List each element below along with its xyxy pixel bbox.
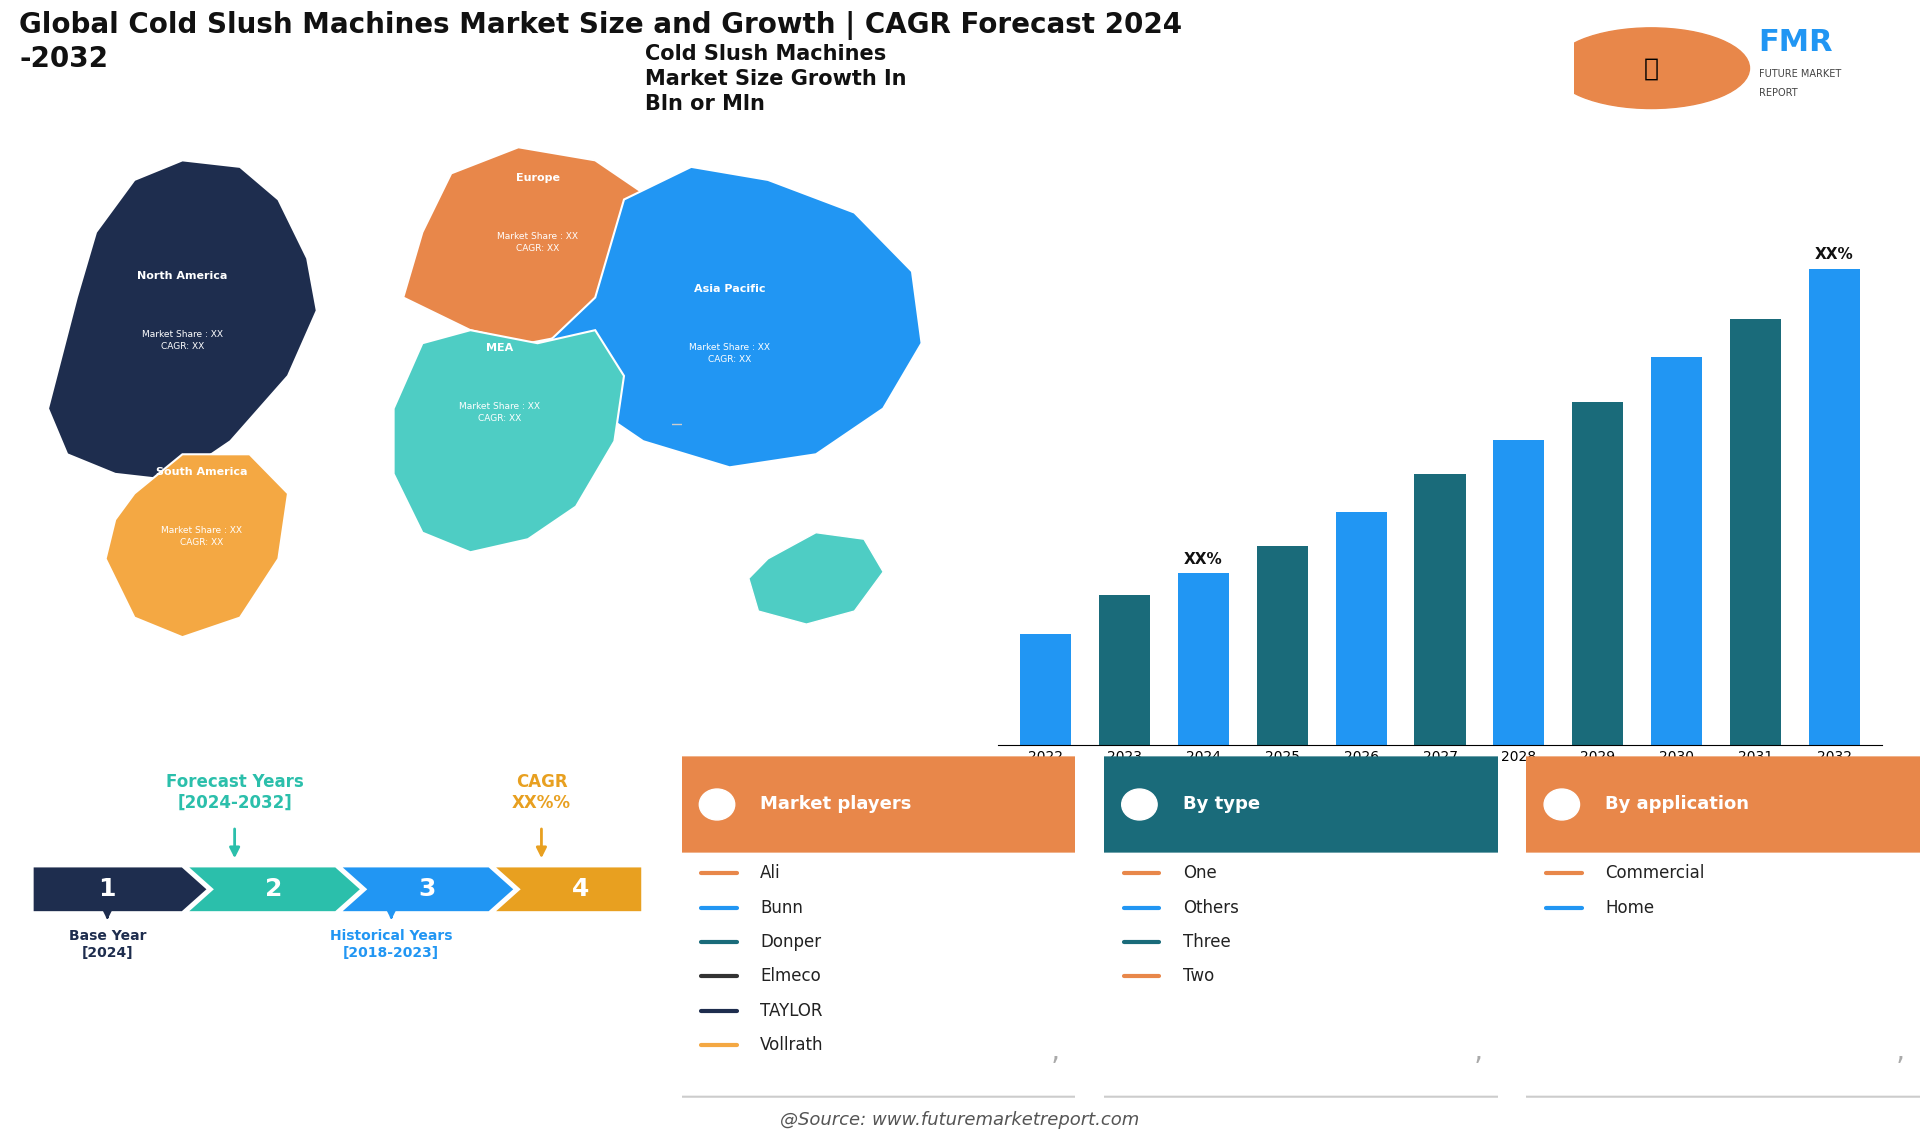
Text: North America: North America bbox=[136, 272, 228, 282]
Text: Market Share : XX
CAGR: XX: Market Share : XX CAGR: XX bbox=[161, 526, 242, 547]
Text: Three: Three bbox=[1183, 933, 1231, 951]
Polygon shape bbox=[547, 167, 922, 468]
Polygon shape bbox=[403, 148, 672, 344]
Circle shape bbox=[1544, 790, 1580, 821]
Text: Market Share : XX
CAGR: XX: Market Share : XX CAGR: XX bbox=[497, 233, 578, 253]
Polygon shape bbox=[340, 866, 515, 912]
Bar bbox=[1336, 512, 1386, 745]
Text: TAYLOR: TAYLOR bbox=[760, 1002, 824, 1020]
Text: ’: ’ bbox=[1895, 1055, 1905, 1083]
Text: By type: By type bbox=[1183, 795, 1260, 814]
Circle shape bbox=[1553, 28, 1749, 109]
Polygon shape bbox=[749, 533, 883, 625]
Text: Market players: Market players bbox=[760, 795, 912, 814]
Text: Elmeco: Elmeco bbox=[760, 967, 822, 986]
Text: CAGR
XX%%: CAGR XX%% bbox=[513, 772, 570, 811]
Text: Commercial: Commercial bbox=[1605, 864, 1705, 882]
Bar bbox=[1730, 319, 1782, 745]
Text: One: One bbox=[1183, 864, 1217, 882]
Text: By application: By application bbox=[1605, 795, 1749, 814]
Text: MEA: MEA bbox=[486, 344, 513, 353]
FancyBboxPatch shape bbox=[666, 756, 1091, 853]
Bar bbox=[1258, 545, 1308, 745]
Circle shape bbox=[699, 790, 735, 821]
Bar bbox=[1494, 440, 1544, 745]
Polygon shape bbox=[33, 866, 209, 912]
Polygon shape bbox=[106, 454, 288, 637]
Bar bbox=[1177, 573, 1229, 745]
Text: 2: 2 bbox=[265, 878, 282, 901]
Polygon shape bbox=[186, 866, 363, 912]
Text: XX%: XX% bbox=[1185, 551, 1223, 566]
Bar bbox=[1809, 269, 1860, 745]
Text: FMR: FMR bbox=[1759, 29, 1834, 57]
Polygon shape bbox=[48, 160, 317, 480]
Text: South America: South America bbox=[156, 468, 248, 478]
Text: 🎯: 🎯 bbox=[1644, 56, 1659, 80]
Text: Two: Two bbox=[1183, 967, 1213, 986]
Text: Base Year
[2024]: Base Year [2024] bbox=[69, 929, 146, 960]
Bar bbox=[1098, 596, 1150, 745]
Text: 4: 4 bbox=[572, 878, 589, 901]
Text: Home: Home bbox=[1605, 898, 1655, 917]
Text: 3: 3 bbox=[419, 878, 436, 901]
Text: Forecast Years
[2024-2032]: Forecast Years [2024-2032] bbox=[165, 772, 303, 811]
Text: FUTURE MARKET: FUTURE MARKET bbox=[1759, 70, 1841, 79]
Text: Market Share : XX
CAGR: XX: Market Share : XX CAGR: XX bbox=[142, 330, 223, 351]
Circle shape bbox=[1121, 790, 1158, 821]
Polygon shape bbox=[394, 330, 624, 552]
Bar bbox=[1415, 473, 1465, 745]
Polygon shape bbox=[493, 866, 643, 912]
Text: Market Share : XX
CAGR: XX: Market Share : XX CAGR: XX bbox=[689, 344, 770, 364]
Text: 1: 1 bbox=[98, 878, 115, 901]
FancyBboxPatch shape bbox=[1511, 756, 1920, 853]
FancyBboxPatch shape bbox=[1089, 756, 1513, 853]
Text: ’: ’ bbox=[1473, 1055, 1482, 1083]
Text: REPORT: REPORT bbox=[1759, 88, 1797, 99]
Text: Asia Pacific: Asia Pacific bbox=[693, 284, 766, 295]
Text: Ali: Ali bbox=[760, 864, 781, 882]
Text: Europe: Europe bbox=[516, 173, 559, 183]
Bar bbox=[1020, 634, 1071, 745]
Text: Market Share : XX
CAGR: XX: Market Share : XX CAGR: XX bbox=[459, 402, 540, 423]
Text: Historical Years
[2018-2023]: Historical Years [2018-2023] bbox=[330, 929, 453, 960]
Text: @Source: www.futuremarketreport.com: @Source: www.futuremarketreport.com bbox=[780, 1112, 1140, 1129]
Text: Cold Slush Machines
Market Size Growth In
Bln or Mln: Cold Slush Machines Market Size Growth I… bbox=[645, 44, 906, 113]
Text: Vollrath: Vollrath bbox=[760, 1036, 824, 1054]
Text: Donper: Donper bbox=[760, 933, 822, 951]
Text: ’: ’ bbox=[1050, 1055, 1060, 1083]
Text: Global Cold Slush Machines Market Size and Growth | CAGR Forecast 2024
-2032: Global Cold Slush Machines Market Size a… bbox=[19, 11, 1183, 73]
Bar bbox=[1572, 402, 1622, 745]
Bar bbox=[1651, 358, 1703, 745]
Text: Bunn: Bunn bbox=[760, 898, 803, 917]
Text: XX%: XX% bbox=[1814, 248, 1853, 262]
Text: Others: Others bbox=[1183, 898, 1238, 917]
